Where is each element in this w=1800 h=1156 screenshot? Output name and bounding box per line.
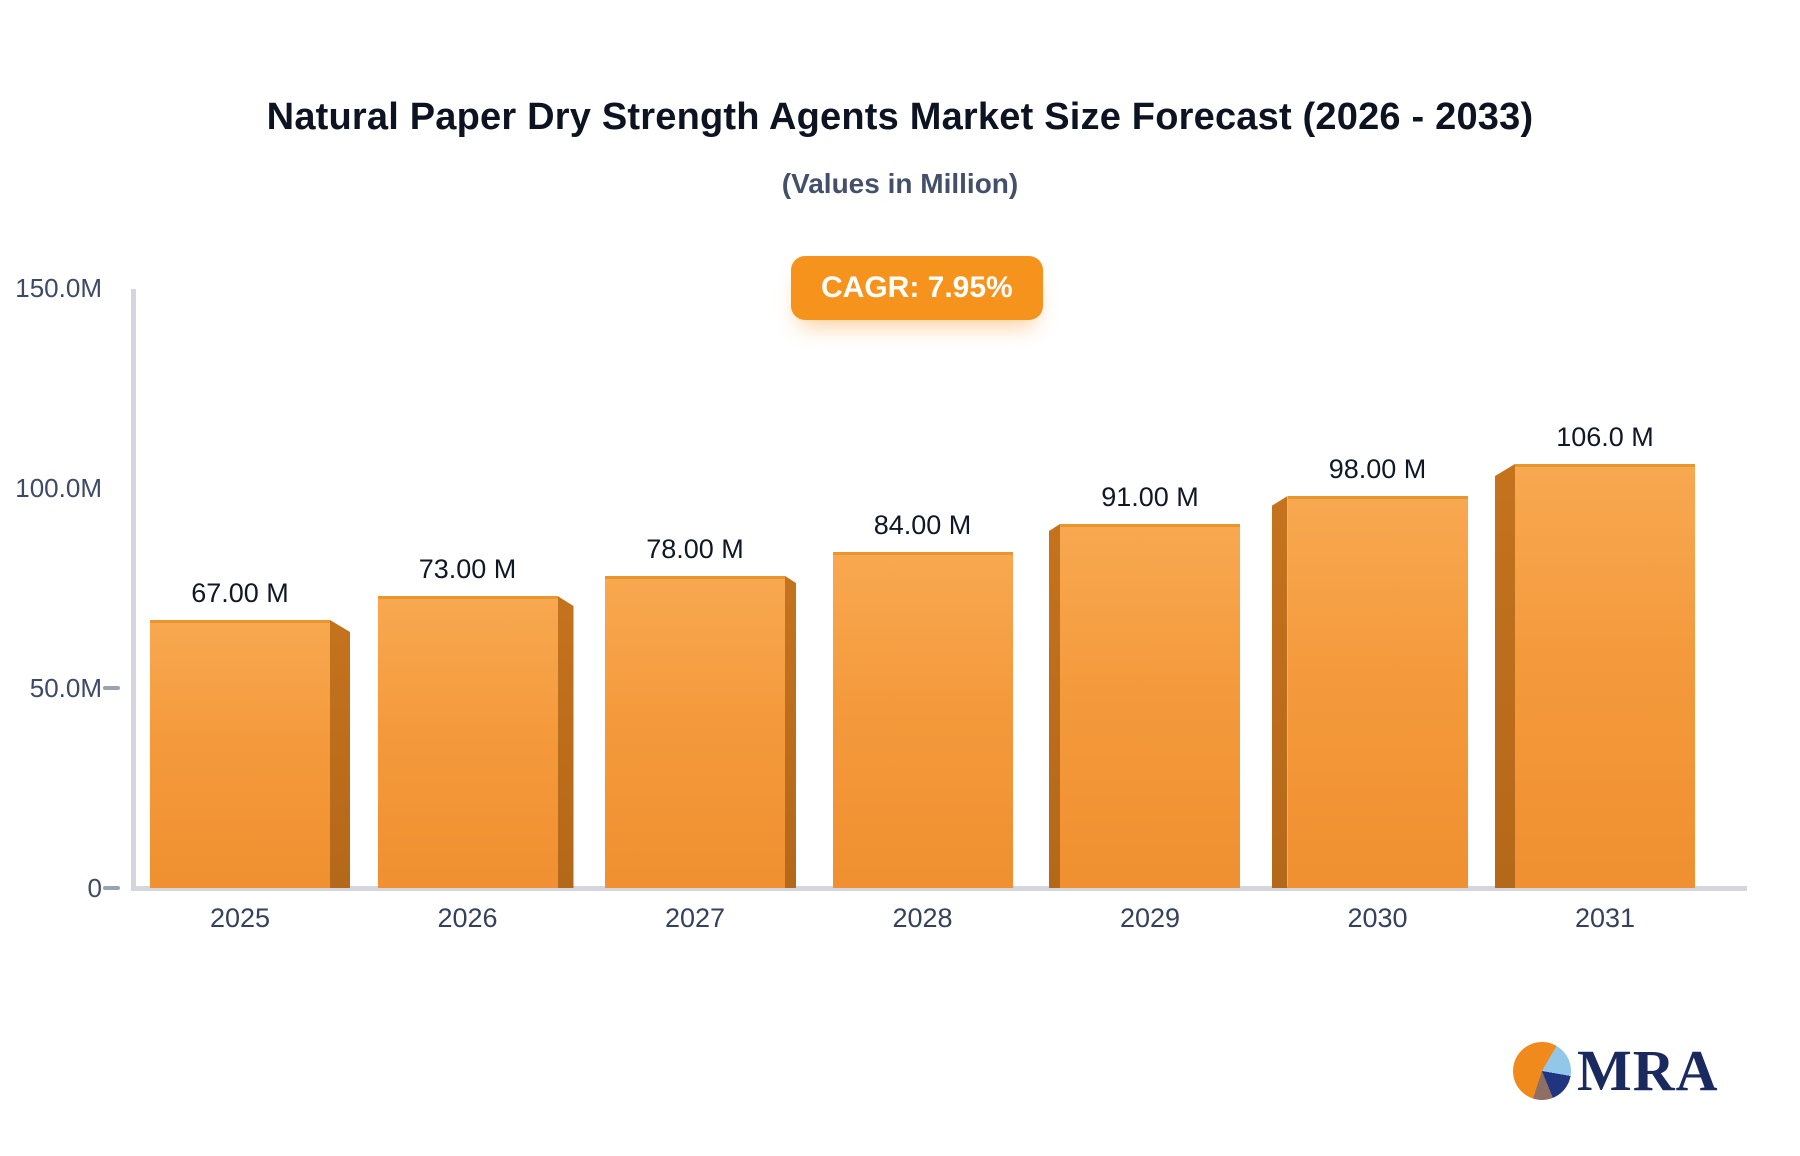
logo-text: MRA (1577, 1038, 1719, 1103)
bar-2025 (150, 620, 330, 888)
chart-title: Natural Paper Dry Strength Agents Market… (266, 96, 1534, 138)
y-axis-label: 150.0M (15, 273, 102, 303)
bar-2031 (1515, 464, 1695, 888)
bar-2028 (832, 552, 1013, 888)
bar-side-face (1495, 464, 1515, 888)
bar-2027 (605, 576, 785, 888)
bar-value-label: 84.00 M (873, 510, 972, 540)
bar-2029 (1060, 524, 1240, 888)
x-axis-label: 2029 (1119, 903, 1181, 933)
bar-value-label: 73.00 M (418, 554, 517, 584)
bar-value-label: 67.00 M (191, 578, 289, 608)
cagr-badge: CAGR: 7.95% (791, 256, 1043, 320)
x-axis-line (131, 886, 1747, 891)
chart-subtitle: (Values in Million) (781, 168, 1019, 199)
y-axis-label: 50.0M (29, 673, 102, 703)
bar-side-face (557, 596, 574, 888)
bar-side-face (330, 620, 350, 888)
bar-value-label: 98.00 M (1328, 454, 1427, 484)
y-axis-tick (103, 686, 120, 690)
bar-side-face (1271, 496, 1288, 888)
bar-2026 (377, 596, 558, 888)
x-axis-label: 2027 (664, 903, 726, 933)
bar-value-label: 106.0 M (1556, 422, 1654, 452)
bar-side-face (785, 576, 796, 888)
y-axis-label: 0 (87, 873, 102, 903)
brand-logo: MRA (1513, 1042, 1719, 1100)
pie-chart-icon (1513, 1042, 1571, 1100)
y-axis-line (131, 289, 136, 890)
bar-value-label: 91.00 M (1101, 482, 1199, 512)
bar-2030 (1287, 496, 1468, 888)
bar-side-face (1049, 524, 1060, 888)
x-axis-label: 2031 (1574, 903, 1636, 933)
y-axis-label: 100.0M (15, 473, 102, 503)
x-axis-label: 2030 (1347, 903, 1408, 933)
bar-value-label: 78.00 M (646, 534, 744, 564)
x-axis-label: 2028 (892, 903, 953, 933)
x-axis-label: 2025 (209, 903, 271, 933)
x-axis-label: 2026 (437, 903, 498, 933)
y-axis-tick (103, 886, 120, 890)
